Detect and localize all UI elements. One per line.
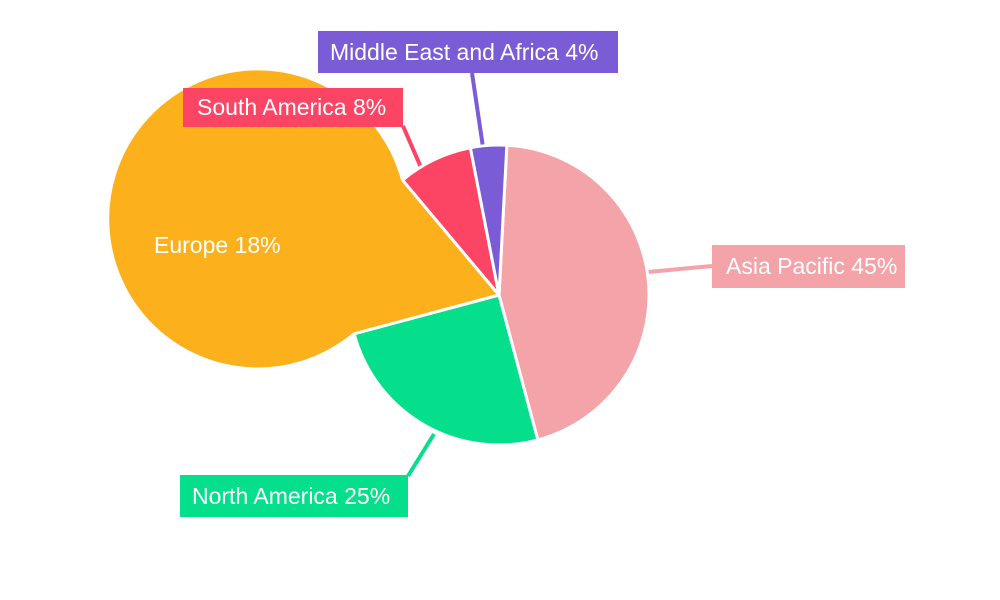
leader-line xyxy=(647,264,713,274)
slice-label-europe[interactable]: Europe 18% xyxy=(144,225,294,266)
pie-slice-asia-pacific[interactable] xyxy=(497,143,651,442)
slice-label-south-america[interactable]: South America 8% xyxy=(183,88,403,127)
slice-label-middle-east-and-africa[interactable]: Middle East and Africa 4% xyxy=(318,31,618,73)
slice-label-north-america[interactable]: North America 25% xyxy=(180,475,408,517)
slice-label-text: Asia Pacific 45% xyxy=(726,253,898,279)
slice-label-text: Europe 18% xyxy=(154,232,281,258)
leader-line xyxy=(406,432,436,478)
slice-label-text: Middle East and Africa 4% xyxy=(330,38,599,65)
slice-label-text: North America 25% xyxy=(192,482,391,509)
slice-label-asia-pacific[interactable]: Asia Pacific 45% xyxy=(712,245,905,288)
pie-slice-north-america[interactable] xyxy=(352,293,540,447)
leader-line xyxy=(470,72,486,155)
slice-label-text: South America 8% xyxy=(197,94,387,120)
pie-slice-middle-east-and-africa[interactable] xyxy=(468,143,509,297)
